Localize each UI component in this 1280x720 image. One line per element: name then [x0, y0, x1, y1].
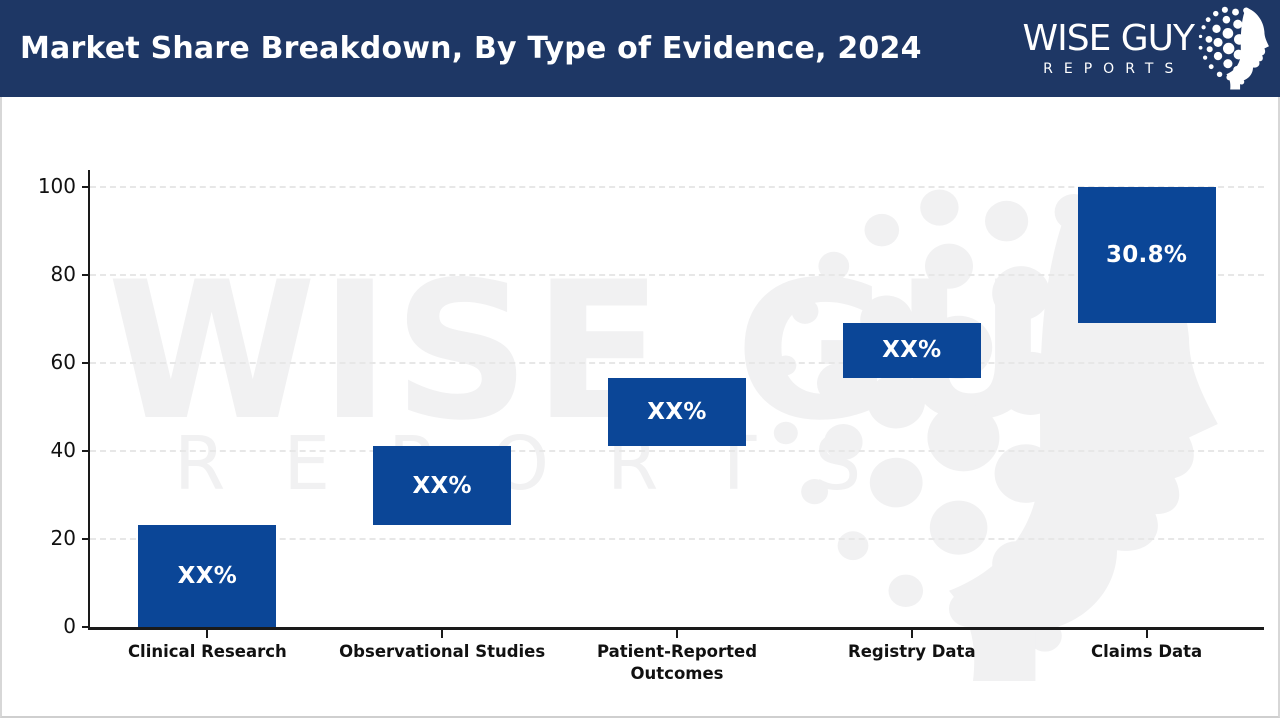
chart-title: Market Share Breakdown, By Type of Evide… — [20, 31, 922, 66]
x-tick-label: Clinical Research — [127, 642, 287, 661]
x-tick-label: Registry Data — [848, 642, 976, 661]
logo-subtitle: REPORTS — [1043, 60, 1185, 77]
bar-segment: XX% — [138, 525, 277, 627]
y-tick-label: 0 — [63, 614, 76, 638]
gridline — [90, 186, 1264, 188]
x-axis-tick — [1145, 630, 1148, 638]
watermark-subtitle: REPORTS — [174, 421, 920, 507]
bar-value-label: XX% — [412, 472, 472, 499]
bar-value-label: XX% — [177, 563, 238, 590]
x-axis-tick — [676, 630, 678, 638]
y-axis-tick — [82, 450, 90, 452]
y-axis-tick — [82, 538, 90, 540]
y-tick-label: 100 — [37, 174, 76, 198]
bar-segment: XX% — [608, 377, 746, 447]
y-axis-tick — [82, 186, 90, 188]
gridline — [90, 274, 1264, 276]
y-axis-tick — [82, 626, 90, 628]
y-axis — [88, 170, 90, 630]
plot: 0 20 40 60 80 100 XX% Clinical Research XX% Obser… — [2, 97, 1278, 716]
bar-segment: 30.8% — [1077, 187, 1216, 323]
logo-text: WISE GUY REPORTS — [1022, 17, 1195, 77]
x-axis-tick — [206, 630, 209, 638]
gridline — [90, 450, 1264, 452]
y-axis-tick — [82, 274, 90, 276]
logo-face-icon — [1198, 6, 1269, 90]
x-axis-tick — [910, 630, 913, 638]
y-tick-label: 20 — [50, 526, 76, 550]
y-axis-tick — [82, 362, 90, 364]
bar-value-label: XX% — [647, 398, 707, 425]
y-tick-label: 60 — [50, 350, 76, 374]
y-tick-label: 40 — [50, 438, 76, 462]
header: Market Share Breakdown, By Type of Evide… — [0, 0, 1280, 97]
x-axis-tick — [441, 630, 444, 638]
x-tick-label: Observational Studies — [339, 642, 546, 661]
gridline — [90, 538, 1264, 540]
bar-value-label: XX% — [882, 337, 942, 364]
logo-wordmark: WISE GUY — [1022, 17, 1195, 59]
y-tick-label: 80 — [50, 262, 76, 286]
x-tick-label: Claims Data — [1091, 642, 1203, 661]
chart-area: WISE GUY REPORTS 0 20 40 60 80 100 XX% Clinical… — [0, 97, 1280, 718]
x-axis — [88, 627, 1264, 630]
bar-value-label: 30.8% — [1105, 241, 1188, 268]
x-tick-label: Patient-Reported Outcomes — [596, 642, 758, 684]
bar-segment: XX% — [373, 446, 512, 526]
gridline — [90, 362, 1264, 364]
brand-logo: WISE GUY REPORTS — [1023, 6, 1280, 91]
bar-segment: XX% — [842, 322, 981, 378]
